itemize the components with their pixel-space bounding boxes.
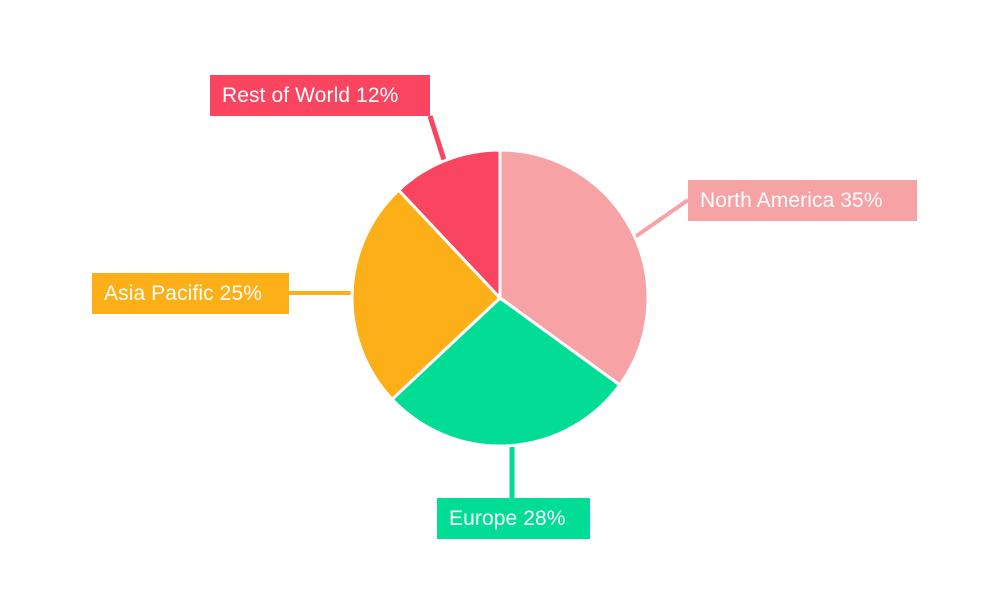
pie-label-north-america: North America 35% (688, 180, 917, 221)
leader-line-rest-of-world (427, 115, 447, 161)
pie-slice-europe[interactable] (389, 296, 622, 448)
pie-slice-north-america[interactable] (498, 148, 650, 388)
pie-label-rest-of-world: Rest of World 12% (210, 75, 430, 116)
pie-label-asia-pacific: Asia Pacific 25% (92, 273, 289, 314)
pie-label-europe: Europe 28% (437, 498, 590, 539)
pie-label-text-asia-pacific: Asia Pacific 25% (104, 282, 263, 305)
leader-line-north-america (630, 198, 690, 241)
pie-slice-asia-pacific[interactable] (350, 187, 503, 402)
pie-slice-rest-of-world[interactable] (396, 148, 502, 302)
pie-label-text-europe: Europe 28% (449, 507, 566, 530)
pie-label-text-rest-of-world: Rest of World 12% (222, 84, 399, 107)
pie-label-text-north-america: North America 35% (700, 189, 883, 212)
